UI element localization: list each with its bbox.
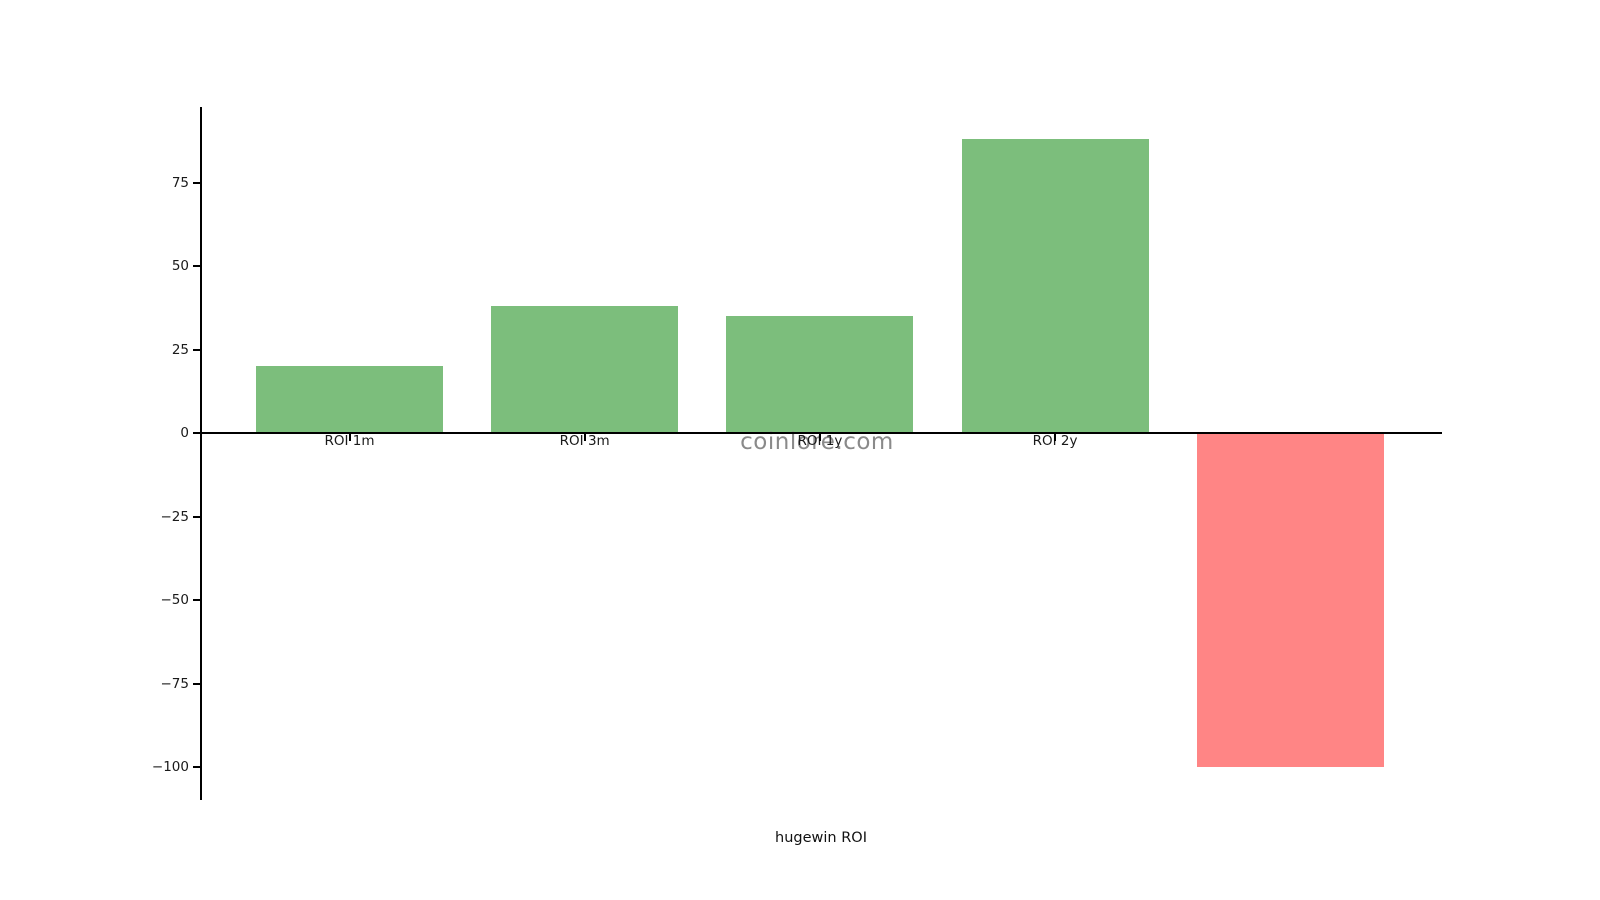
y-tick bbox=[193, 265, 200, 267]
y-tick-label: −50 bbox=[160, 592, 190, 608]
x-tick-label: ROI 1m bbox=[324, 433, 375, 449]
x-tick-label: ROI 1y bbox=[797, 433, 843, 449]
y-tick-label: 25 bbox=[171, 341, 189, 358]
x-tick bbox=[583, 433, 586, 441]
x-tick-label: ROI 2y bbox=[1032, 433, 1078, 449]
bar-roi-2y bbox=[961, 139, 1149, 433]
y-tick-label: −75 bbox=[160, 675, 190, 692]
y-tick-label: 75 bbox=[171, 174, 189, 191]
x-tick-label: ROI 3m bbox=[559, 433, 610, 449]
x-axis-title: hugewin ROI bbox=[775, 830, 867, 846]
y-tick bbox=[193, 766, 200, 768]
y-axis-spine bbox=[200, 107, 202, 800]
y-tick bbox=[193, 181, 200, 184]
bar-roi-1y bbox=[726, 316, 914, 433]
y-tick bbox=[193, 432, 200, 434]
y-tick bbox=[193, 515, 200, 518]
y-tick bbox=[193, 682, 200, 685]
x-tick bbox=[1054, 433, 1057, 441]
y-tick bbox=[193, 348, 200, 351]
y-tick-label: 0 bbox=[180, 425, 189, 441]
bar-roi-1m bbox=[256, 366, 443, 433]
y-tick-label: −100 bbox=[151, 759, 189, 775]
y-tick-label: 50 bbox=[171, 258, 189, 274]
x-tick bbox=[818, 433, 821, 441]
y-tick bbox=[193, 599, 200, 601]
y-tick-label: −25 bbox=[160, 508, 190, 525]
bar-roi-3m bbox=[491, 306, 679, 433]
x-axis-line bbox=[200, 432, 1442, 434]
bar-neg-4 bbox=[1196, 433, 1384, 767]
x-tick bbox=[348, 433, 351, 441]
